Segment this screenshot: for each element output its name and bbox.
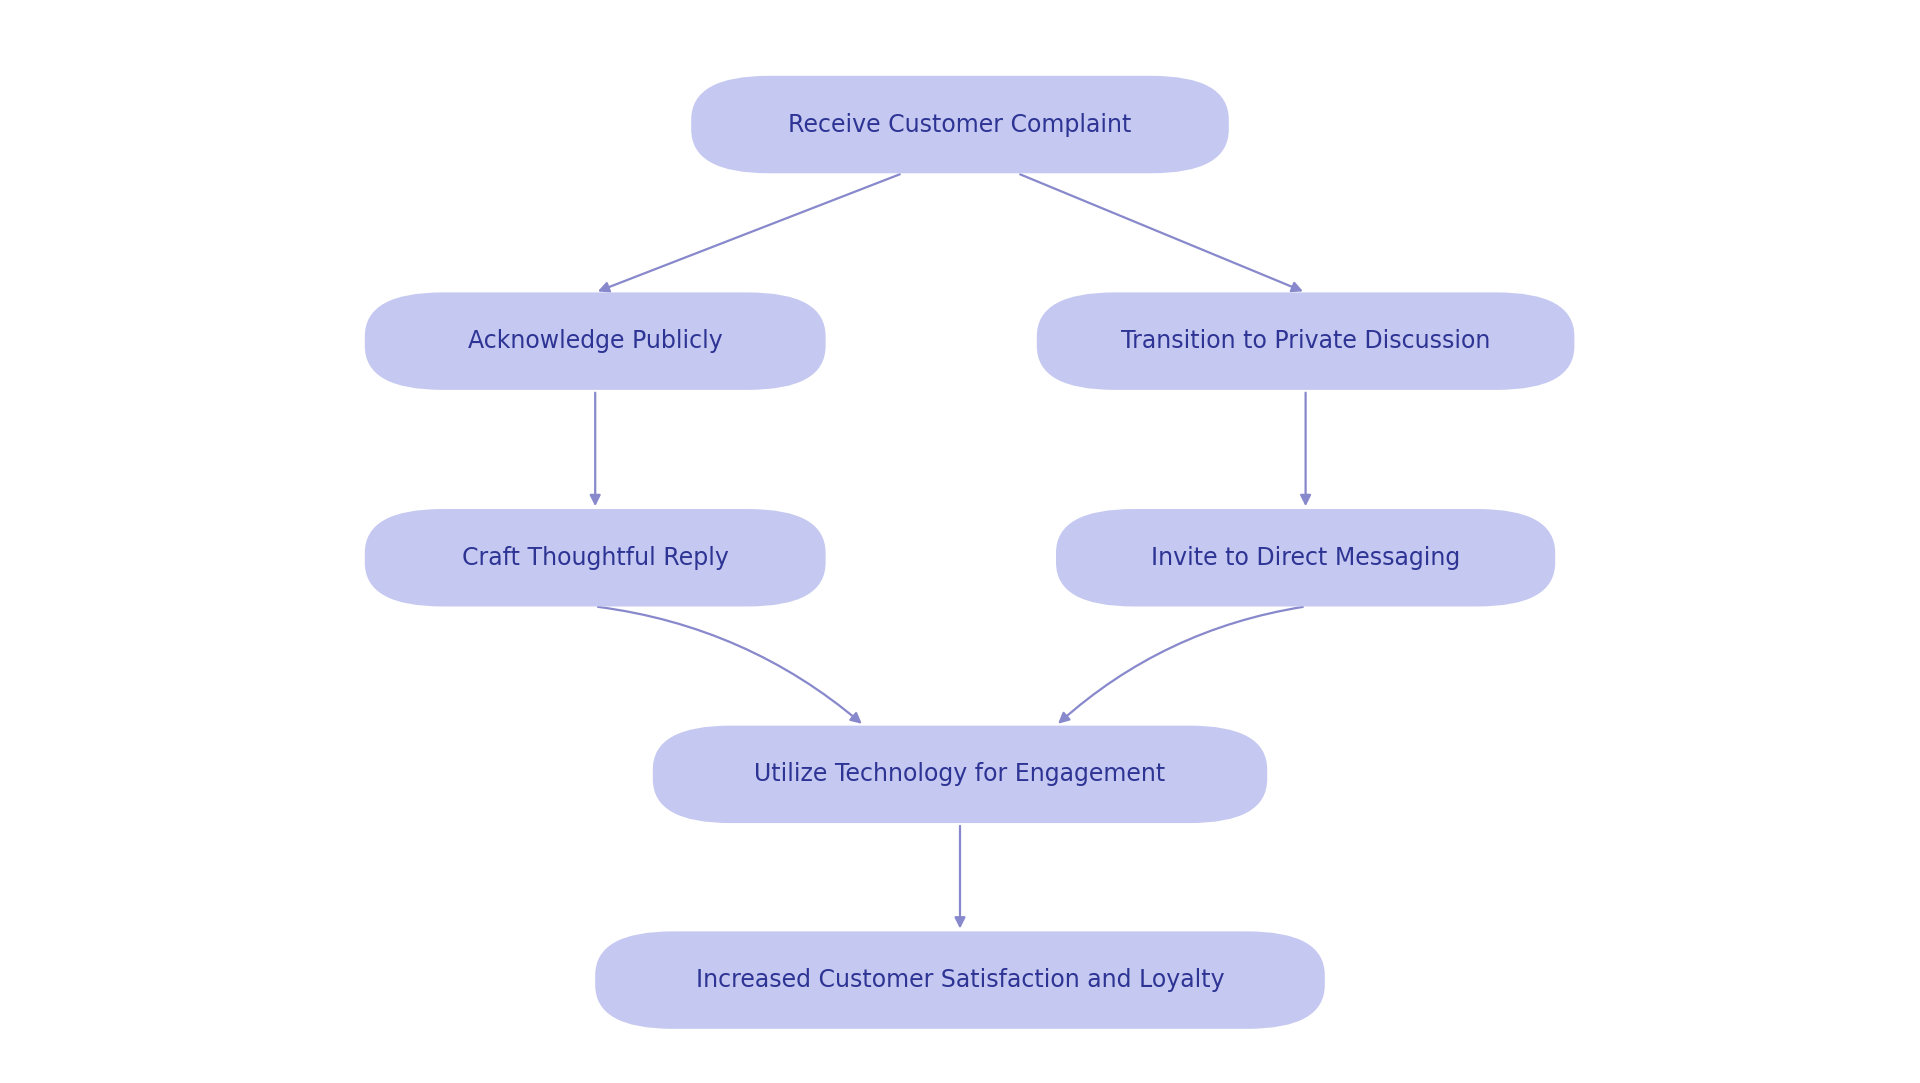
Text: Invite to Direct Messaging: Invite to Direct Messaging — [1150, 546, 1461, 570]
FancyBboxPatch shape — [1037, 292, 1574, 390]
FancyBboxPatch shape — [653, 726, 1267, 823]
Text: Receive Customer Complaint: Receive Customer Complaint — [789, 113, 1131, 136]
Text: Acknowledge Publicly: Acknowledge Publicly — [468, 329, 722, 353]
Text: Utilize Technology for Engagement: Utilize Technology for Engagement — [755, 762, 1165, 786]
FancyBboxPatch shape — [595, 931, 1325, 1029]
FancyBboxPatch shape — [365, 509, 826, 606]
FancyBboxPatch shape — [1056, 509, 1555, 606]
Text: Transition to Private Discussion: Transition to Private Discussion — [1121, 329, 1490, 353]
Text: Increased Customer Satisfaction and Loyalty: Increased Customer Satisfaction and Loya… — [695, 968, 1225, 992]
FancyBboxPatch shape — [691, 76, 1229, 173]
FancyBboxPatch shape — [365, 292, 826, 390]
Text: Craft Thoughtful Reply: Craft Thoughtful Reply — [463, 546, 728, 570]
